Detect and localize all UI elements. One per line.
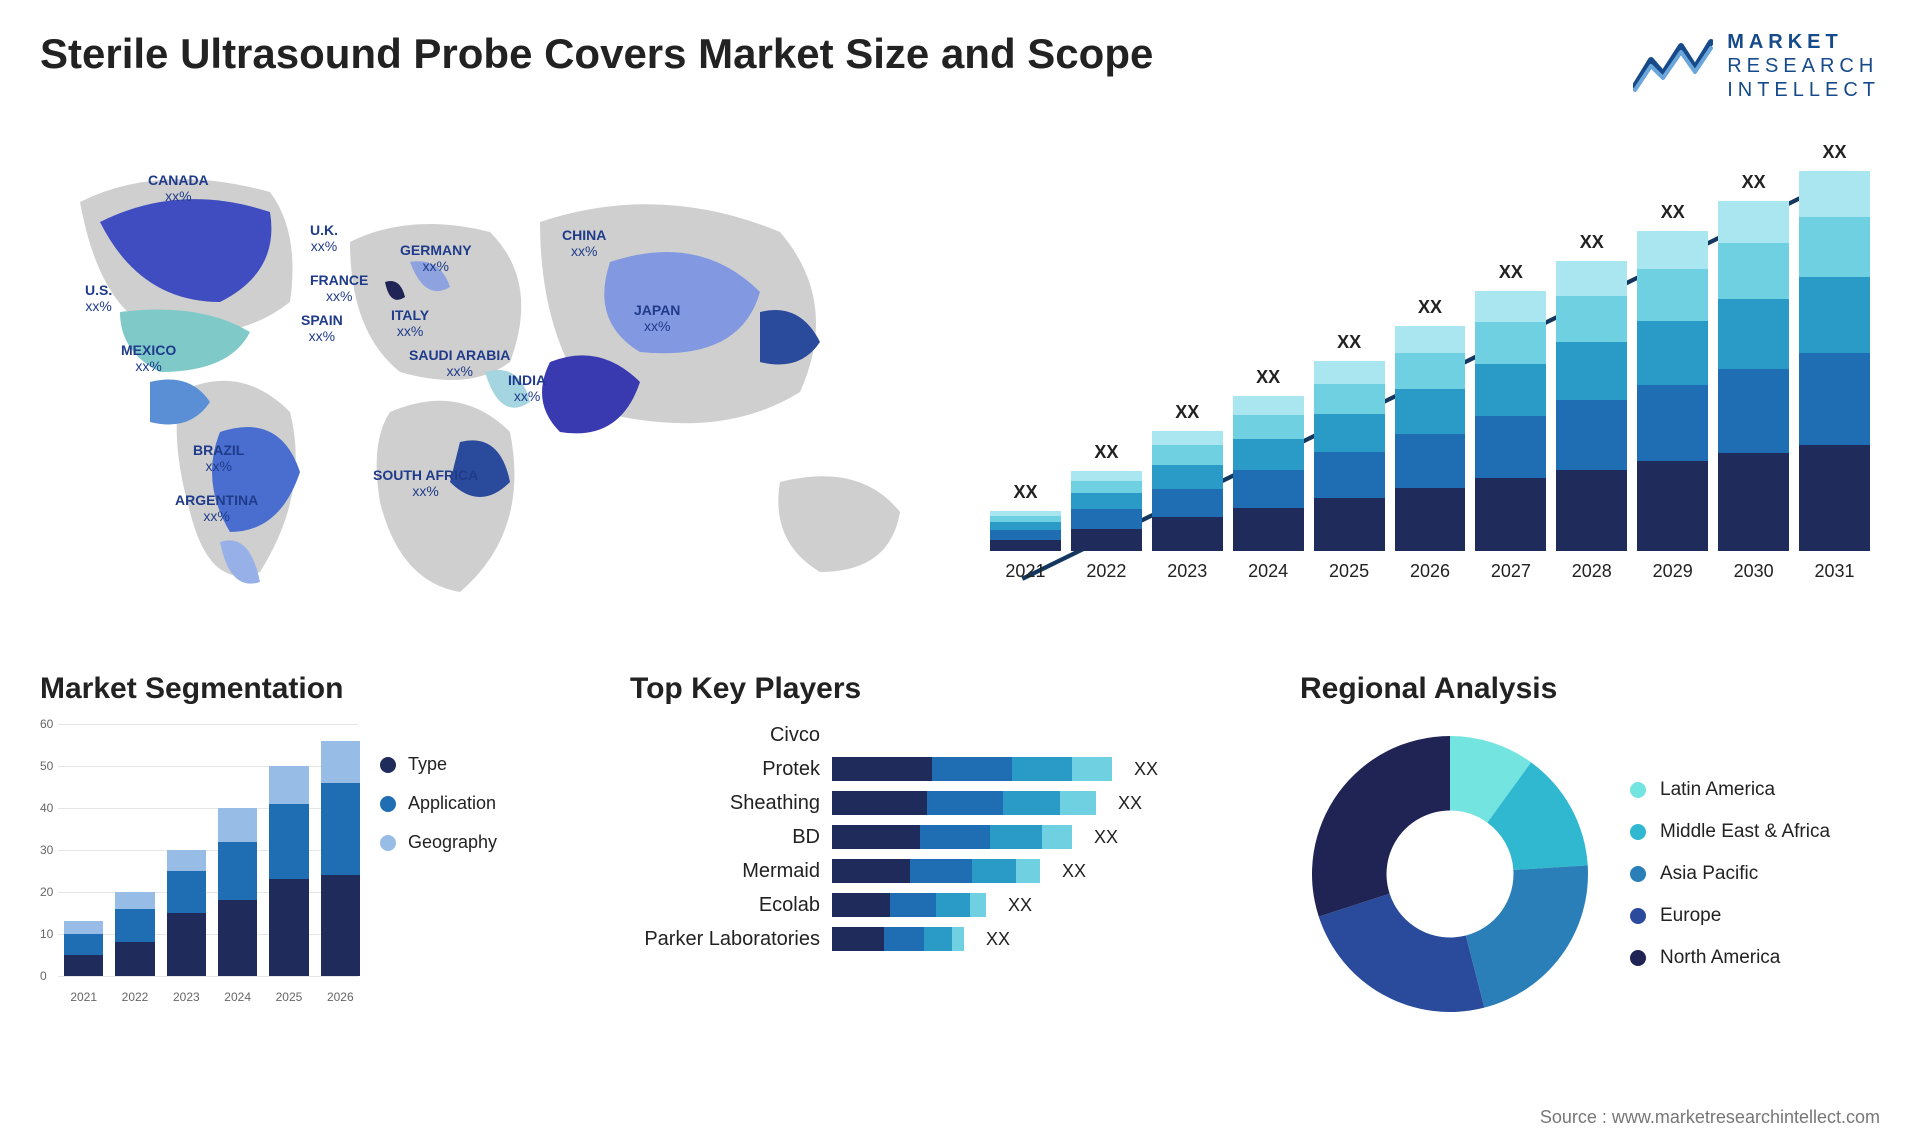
player-row: MermaidXX [630,859,1270,883]
page-title: Sterile Ultrasound Probe Covers Market S… [40,30,1153,78]
player-row: SheathingXX [630,791,1270,815]
legend-item: North America [1630,947,1830,969]
seg-bar [167,850,206,976]
regional-legend: Latin America Middle East & Africa Asia Pa… [1630,779,1830,969]
country-label: INDIAxx% [508,372,546,404]
logo-line1: MARKET [1727,30,1880,54]
growth-bar: XX2026 [1395,297,1466,582]
legend-item: Europe [1630,905,1830,927]
growth-bar: XX2023 [1152,402,1223,582]
logo-icon [1633,38,1713,94]
players-panel: Top Key Players Civco ProtekXX SheathingXX… [630,672,1270,1024]
segmentation-chart: 0102030405060 202120222023202420252026 [40,724,360,1004]
country-label: CANADAxx% [148,172,209,204]
country-label: U.S.xx% [85,282,112,314]
legend-item: Geography [380,832,497,853]
country-label: U.K.xx% [310,222,338,254]
player-row: BDXX [630,825,1270,849]
world-map-panel: CANADAxx% U.S.xx% MEXICOxx% BRAZILxx% ARGENT… [40,132,940,632]
donut-slice [1466,865,1588,1007]
growth-bar: XX2027 [1475,262,1546,582]
country-label: JAPANxx% [634,302,680,334]
segmentation-legend: Type Application Geography [380,754,497,1004]
country-label: BRAZILxx% [193,442,244,474]
growth-bar: XX2030 [1718,172,1789,582]
country-label: GERMANYxx% [400,242,472,274]
seg-bar [269,766,308,976]
country-label: ITALYxx% [391,307,429,339]
logo-line2: RESEARCH [1727,54,1880,78]
growth-bar: XX2025 [1314,332,1385,582]
regional-panel: Regional Analysis Latin America Middle Ea… [1300,672,1880,1024]
brand-logo: MARKET RESEARCH INTELLECT [1633,30,1880,102]
country-label: FRANCExx% [310,272,368,304]
country-label: ARGENTINAxx% [175,492,258,524]
legend-item: Type [380,754,497,775]
source-label: Source : www.marketresearchintellect.com [1540,1107,1880,1128]
segmentation-panel: Market Segmentation 0102030405060 202120… [40,672,600,1024]
donut-slice [1319,894,1485,1012]
country-label: SOUTH AFRICAxx% [373,467,478,499]
growth-bar: XX2028 [1556,232,1627,582]
player-row: ProtekXX [630,757,1270,781]
legend-item: Asia Pacific [1630,863,1830,885]
donut-slice [1312,736,1450,917]
player-row: EcolabXX [630,893,1270,917]
growth-chart: XX2021XX2022XX2023XX2024XX2025XX2026XX20… [980,132,1880,632]
legend-item: Latin America [1630,779,1830,801]
growth-bar: XX2021 [990,482,1061,582]
country-label: SAUDI ARABIAxx% [409,347,510,379]
player-row: Civco [630,724,1270,747]
seg-bar [64,921,103,976]
growth-bar: XX2029 [1637,202,1708,582]
player-row: Parker LaboratoriesXX [630,927,1270,951]
seg-bar [218,808,257,976]
growth-bar: XX2022 [1071,442,1142,582]
segmentation-title: Market Segmentation [40,672,600,706]
logo-line3: INTELLECT [1727,78,1880,102]
growth-bar: XX2024 [1233,367,1304,582]
regional-title: Regional Analysis [1300,672,1880,706]
world-map [40,132,940,632]
players-title: Top Key Players [630,672,1270,706]
legend-item: Middle East & Africa [1630,821,1830,843]
legend-item: Application [380,793,497,814]
regional-donut [1300,724,1600,1024]
seg-bar [321,741,360,976]
country-label: SPAINxx% [301,312,343,344]
country-label: MEXICOxx% [121,342,176,374]
seg-bar [115,892,154,976]
country-label: CHINAxx% [562,227,606,259]
growth-bar: XX2031 [1799,142,1870,582]
